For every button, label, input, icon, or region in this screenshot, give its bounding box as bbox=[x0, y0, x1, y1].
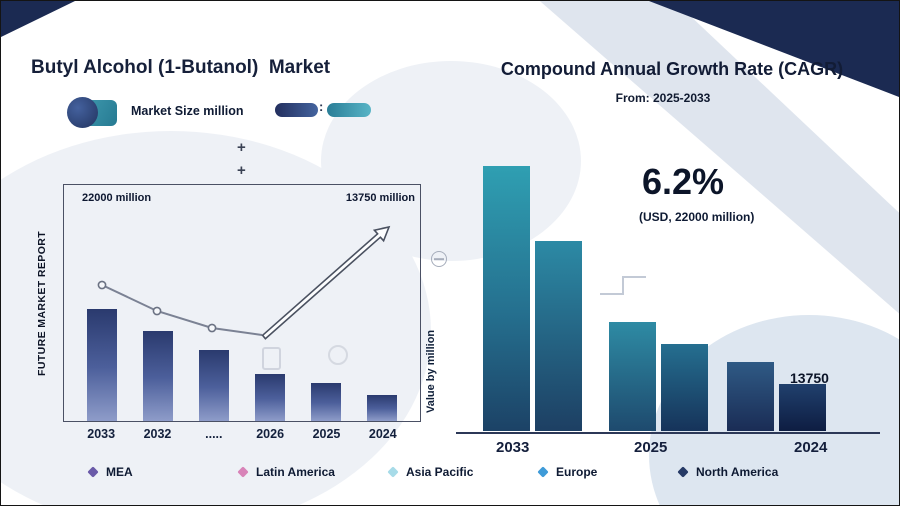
market-x-label: 2025 bbox=[312, 427, 341, 441]
market-x-label: 2032 bbox=[143, 427, 172, 441]
legend-dot-icon bbox=[677, 466, 689, 478]
market-size-pill-icon bbox=[67, 97, 119, 128]
left-chart-title: Butyl Alcohol (1-Butanol) Market bbox=[31, 57, 331, 78]
right-chart-y-label: Value by million bbox=[425, 329, 437, 413]
x-axis-line bbox=[456, 432, 880, 434]
plus-icon: + bbox=[237, 139, 246, 156]
cagr-bar bbox=[483, 166, 530, 431]
cagr-bar-group-2025 bbox=[609, 322, 708, 431]
legend-item-asia-pacific: Asia Pacific bbox=[387, 465, 474, 479]
legend-dot-icon bbox=[387, 466, 399, 478]
value-annotation-13750: 13750 bbox=[790, 370, 829, 386]
cagr-bar bbox=[535, 241, 582, 431]
market-size-legend-label: Market Size million bbox=[131, 104, 244, 118]
trend-line-arrow bbox=[64, 185, 420, 421]
region-legend: MEA Latin America Asia Pacific Europe North … bbox=[61, 465, 861, 491]
legend-label: Asia Pacific bbox=[406, 465, 474, 479]
cagr-bar-group-2033 bbox=[483, 166, 582, 431]
legend-dot-icon bbox=[237, 466, 249, 478]
cagr-bar bbox=[779, 384, 826, 431]
market-x-label: 2026 bbox=[256, 427, 285, 441]
market-x-label: 2033 bbox=[87, 427, 116, 441]
cagr-bar bbox=[727, 362, 774, 431]
pill-separator: : bbox=[319, 99, 324, 114]
left-chart-y-label: FUTURE MARKET REPORT bbox=[36, 230, 48, 376]
legend-label: MEA bbox=[106, 465, 133, 479]
legend-dot-icon bbox=[87, 466, 99, 478]
market-x-label: ..... bbox=[205, 427, 223, 441]
pill-icon-navy bbox=[275, 103, 318, 117]
legend-item-latin-america: Latin America bbox=[237, 465, 335, 479]
cagr-x-label: 2024 bbox=[794, 439, 828, 456]
legend-item-north-america: North America bbox=[677, 465, 779, 479]
cagr-bar bbox=[609, 322, 656, 431]
cagr-x-labels: 2033 2025 2024 bbox=[456, 439, 880, 461]
market-size-chart: 22000 million 13750 million bbox=[63, 184, 421, 422]
cagr-x-label: 2033 bbox=[496, 439, 530, 456]
cagr-x-label: 2025 bbox=[634, 439, 668, 456]
legend-label: North America bbox=[696, 465, 779, 479]
pill-icon-teal bbox=[327, 103, 371, 117]
legend-label: Latin America bbox=[256, 465, 335, 479]
cagr-bar bbox=[661, 344, 708, 431]
circle-minus-icon bbox=[431, 251, 447, 267]
legend-label: Europe bbox=[556, 465, 598, 479]
cagr-bars bbox=[471, 141, 881, 431]
market-x-labels: 2033 2032..... 2026 2025 2024 bbox=[63, 427, 421, 441]
right-chart-subtitle: From: 2025-2033 bbox=[615, 91, 711, 105]
plus-icon: + bbox=[237, 162, 246, 179]
legend-item-mea: MEA bbox=[87, 465, 133, 479]
legend-dot-icon bbox=[537, 466, 549, 478]
right-chart-title: Compound Annual Growth Rate (CAGR) bbox=[500, 59, 844, 79]
legend-item-europe: Europe bbox=[537, 465, 598, 479]
market-x-label: 2024 bbox=[368, 427, 397, 441]
pill-cap-navy bbox=[67, 97, 98, 128]
